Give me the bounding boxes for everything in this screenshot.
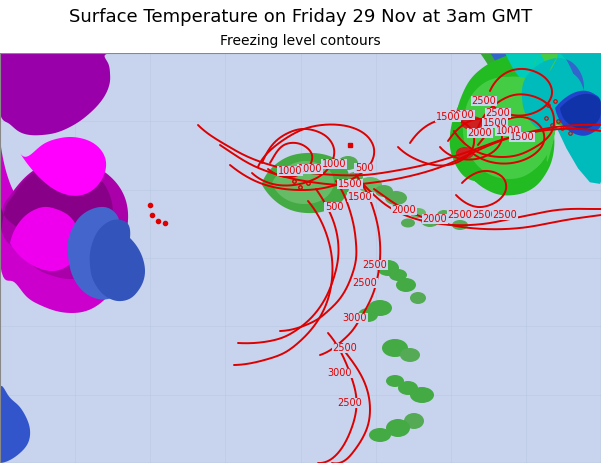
- Ellipse shape: [404, 413, 424, 429]
- Text: 2000: 2000: [468, 128, 492, 138]
- Ellipse shape: [386, 419, 410, 437]
- Polygon shape: [480, 37, 601, 125]
- Text: Freezing level contours: Freezing level contours: [220, 34, 381, 48]
- Text: 500: 500: [355, 163, 373, 173]
- Text: 2000: 2000: [423, 214, 447, 224]
- Ellipse shape: [410, 292, 426, 304]
- Polygon shape: [10, 207, 80, 271]
- Text: 2500: 2500: [486, 108, 510, 118]
- Text: 3000: 3000: [328, 368, 352, 378]
- Polygon shape: [463, 40, 558, 179]
- Polygon shape: [67, 207, 134, 300]
- Ellipse shape: [452, 220, 468, 230]
- Text: 2500: 2500: [338, 398, 362, 408]
- Text: 3000: 3000: [343, 313, 367, 323]
- Polygon shape: [20, 137, 106, 196]
- Ellipse shape: [398, 381, 418, 395]
- Ellipse shape: [382, 339, 408, 357]
- Ellipse shape: [347, 172, 363, 182]
- Ellipse shape: [400, 348, 420, 362]
- Ellipse shape: [401, 219, 415, 227]
- Polygon shape: [90, 219, 145, 301]
- Ellipse shape: [456, 147, 474, 159]
- Ellipse shape: [368, 300, 392, 316]
- Text: 2500: 2500: [362, 260, 388, 270]
- Text: 1500: 1500: [510, 132, 534, 142]
- Polygon shape: [262, 153, 350, 213]
- Ellipse shape: [410, 208, 426, 218]
- Polygon shape: [505, 53, 570, 94]
- Ellipse shape: [421, 215, 439, 227]
- Text: 1500: 1500: [348, 192, 372, 202]
- Text: Surface Temperature on Friday 29 Nov at 3am GMT: Surface Temperature on Friday 29 Nov at …: [69, 8, 532, 26]
- Text: 2500: 2500: [472, 96, 496, 106]
- Text: 1000: 1000: [278, 166, 302, 176]
- Ellipse shape: [358, 177, 382, 193]
- Polygon shape: [522, 34, 601, 184]
- Polygon shape: [0, 386, 30, 463]
- Text: 2500: 2500: [493, 210, 517, 220]
- Ellipse shape: [386, 375, 404, 387]
- Text: 1000: 1000: [322, 159, 346, 169]
- Ellipse shape: [369, 428, 391, 442]
- Polygon shape: [0, 53, 110, 135]
- Text: 1000: 1000: [297, 164, 322, 174]
- Polygon shape: [0, 83, 128, 313]
- Ellipse shape: [389, 269, 407, 281]
- Text: 2500: 2500: [353, 278, 377, 288]
- Ellipse shape: [461, 116, 483, 130]
- Polygon shape: [0, 83, 128, 279]
- Ellipse shape: [358, 308, 378, 322]
- Text: 1500: 1500: [436, 112, 460, 122]
- Ellipse shape: [437, 210, 451, 220]
- Text: 2500: 2500: [332, 343, 358, 353]
- Polygon shape: [0, 93, 113, 260]
- Polygon shape: [272, 161, 334, 204]
- Ellipse shape: [396, 278, 416, 292]
- Ellipse shape: [410, 387, 434, 403]
- Text: 1500: 1500: [483, 118, 507, 128]
- Text: 1500: 1500: [338, 179, 362, 189]
- Ellipse shape: [375, 185, 393, 197]
- Text: 2500: 2500: [472, 210, 498, 220]
- Text: 500: 500: [325, 202, 343, 212]
- Polygon shape: [555, 91, 601, 136]
- Ellipse shape: [338, 156, 358, 170]
- Text: 2000: 2000: [392, 205, 416, 215]
- Ellipse shape: [377, 260, 399, 276]
- Polygon shape: [490, 53, 589, 106]
- Ellipse shape: [385, 191, 407, 205]
- Polygon shape: [560, 94, 601, 129]
- Text: 2000: 2000: [450, 110, 474, 120]
- Text: 2500: 2500: [448, 210, 472, 220]
- Polygon shape: [450, 53, 554, 195]
- Text: 1000: 1000: [496, 126, 520, 136]
